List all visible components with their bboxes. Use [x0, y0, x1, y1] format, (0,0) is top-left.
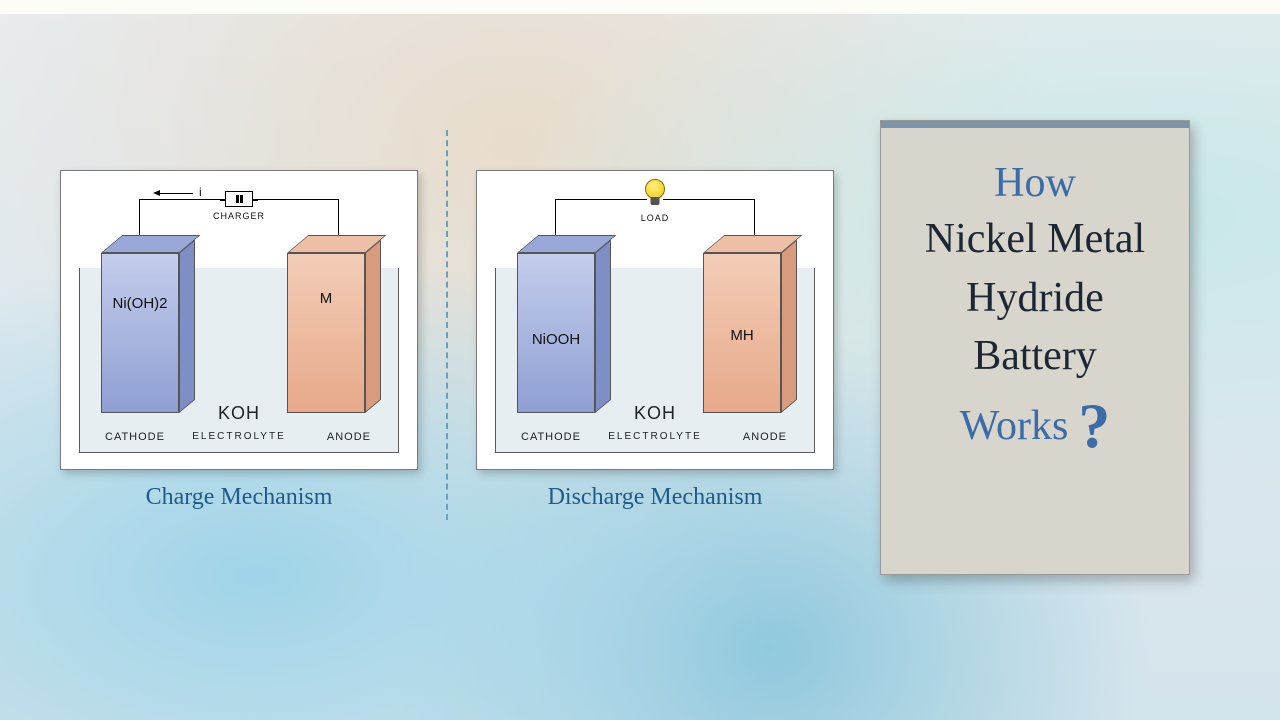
cathode-label: CATHODE [521, 431, 581, 443]
wire [139, 199, 225, 200]
cathode-electrode: Ni(OH)2 [101, 235, 179, 413]
diagrams-row: e- e- i CHARGER KOH ELECTROLYTE CATHODE … [60, 170, 834, 520]
charger-label: CHARGER [213, 211, 265, 221]
load-label: LOAD [641, 213, 670, 223]
anode-label: ANODE [743, 431, 787, 443]
charge-caption: Charge Mechanism [146, 484, 333, 511]
charge-cell: e- e- i CHARGER KOH ELECTROLYTE CATHODE … [60, 170, 418, 470]
cathode-label: CATHODE [105, 431, 165, 443]
anode-formula: MH [703, 327, 781, 344]
wire [663, 199, 755, 200]
wire [253, 199, 339, 200]
title-works: Works [960, 402, 1069, 450]
title-how: How [994, 159, 1076, 207]
vertical-divider [446, 130, 448, 520]
bulb-icon [645, 179, 665, 199]
discharge-cell: e- e- LOAD KOH ELECTROLYTE CATHODE ANODE… [476, 170, 834, 470]
title-line1: Nickel Metal [925, 213, 1145, 266]
anode-label: ANODE [327, 431, 371, 443]
discharge-caption: Discharge Mechanism [548, 484, 763, 511]
title-works-row: Works ? [960, 389, 1111, 463]
title-line3: Battery [973, 330, 1097, 383]
charger-icon [225, 191, 253, 207]
discharge-block: e- e- LOAD KOH ELECTROLYTE CATHODE ANODE… [476, 170, 834, 511]
anode-electrode: M [287, 235, 365, 413]
wire [555, 199, 647, 200]
cathode-formula: Ni(OH)2 [101, 295, 179, 312]
anode-electrode: MH [703, 235, 781, 413]
cathode-electrode: NiOOH [517, 235, 595, 413]
anode-formula: M [287, 290, 365, 307]
current-label: i [199, 185, 202, 199]
title-card: How Nickel Metal Hydride Battery Works ? [880, 120, 1190, 575]
charge-block: e- e- i CHARGER KOH ELECTROLYTE CATHODE … [60, 170, 418, 511]
cathode-formula: NiOOH [517, 331, 595, 348]
slide-content: e- e- i CHARGER KOH ELECTROLYTE CATHODE … [0, 0, 1280, 720]
title-line2: Hydride [966, 272, 1104, 325]
arrow-left-icon [153, 190, 160, 196]
question-mark-icon: ? [1078, 389, 1110, 463]
current-arrow [159, 193, 193, 194]
